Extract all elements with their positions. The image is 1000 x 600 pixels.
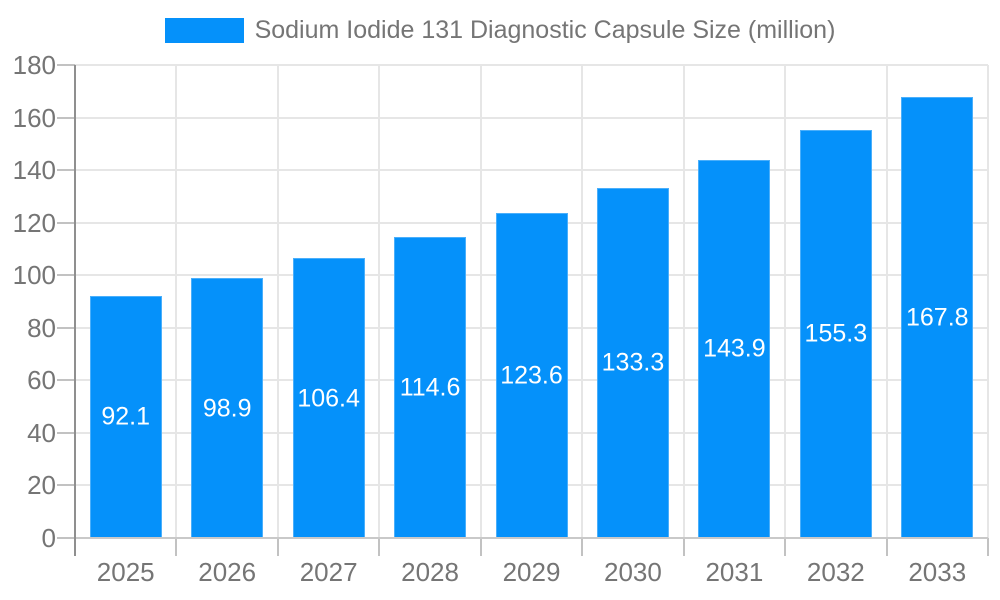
x-tick: [682, 538, 685, 556]
x-tick-label: 2025: [96, 557, 155, 587]
y-gridline: [75, 64, 988, 66]
y-tick-label: 140: [12, 155, 56, 186]
bar: 133.3: [596, 187, 669, 538]
bar-value-label: 133.3: [601, 348, 665, 377]
bar-value-label: 143.9: [703, 334, 766, 363]
x-tick-label: 2030: [604, 557, 662, 587]
y-gridline: [75, 116, 988, 119]
y-tick-label: 0: [41, 523, 56, 553]
bar: 143.9: [698, 159, 771, 538]
y-tick: [57, 221, 75, 224]
x-tick-label: 2026: [198, 557, 257, 587]
y-tick: [57, 431, 75, 434]
y-tick: [57, 274, 75, 277]
x-gridline: [276, 65, 279, 538]
x-tick: [885, 538, 888, 556]
x-gridline: [378, 65, 381, 538]
y-tick-label: 40: [27, 417, 56, 448]
x-tick-label: 2028: [401, 557, 459, 587]
y-tick: [57, 537, 75, 539]
y-tick: [57, 169, 75, 172]
bar-value-label: 167.8: [905, 303, 969, 332]
legend-swatch: [164, 18, 244, 43]
y-axis-line: [74, 65, 76, 556]
bar: 106.4: [292, 258, 365, 538]
y-tick-label: 60: [27, 365, 56, 396]
x-gridline: [175, 65, 178, 538]
y-tick: [57, 64, 75, 66]
x-axis-line: [75, 537, 988, 539]
bar: 123.6: [495, 213, 568, 538]
bar: 92.1: [89, 295, 162, 538]
bar-value-label: 114.6: [399, 373, 461, 402]
bar: 155.3: [799, 129, 872, 538]
bar: 167.8: [901, 97, 974, 538]
x-tick-label: 2031: [705, 557, 764, 587]
bar-value-label: 106.4: [297, 384, 360, 413]
y-gridline: [75, 169, 988, 172]
x-tick: [987, 538, 989, 556]
y-tick: [57, 326, 75, 329]
x-gridline: [784, 65, 787, 538]
y-tick: [57, 379, 75, 382]
x-tick: [581, 538, 584, 556]
y-tick: [57, 116, 75, 119]
x-gridline: [581, 65, 584, 538]
x-tick: [378, 538, 381, 556]
x-tick: [276, 538, 279, 556]
legend-label: Sodium Iodide 131 Diagnostic Capsule Siz…: [254, 16, 836, 44]
y-tick-label: 100: [12, 260, 56, 291]
y-tick: [57, 484, 75, 487]
y-tick-label: 180: [12, 50, 56, 80]
x-tick-label: 2027: [299, 557, 358, 587]
x-gridline: [987, 65, 989, 538]
x-tick: [175, 538, 178, 556]
bar-value-label: 123.6: [500, 361, 563, 390]
bar-value-label: 155.3: [804, 319, 868, 348]
x-tick-label: 2032: [806, 557, 865, 587]
x-gridline: [682, 65, 685, 538]
y-tick-label: 160: [12, 102, 56, 133]
bar-value-label: 92.1: [101, 402, 151, 431]
x-tick-label: 2029: [502, 557, 561, 587]
bar: 98.9: [191, 278, 264, 538]
x-tick-label: 2033: [908, 557, 967, 587]
x-gridline: [479, 65, 482, 538]
bar-value-label: 98.9: [202, 394, 252, 423]
x-tick: [784, 538, 787, 556]
legend: Sodium Iodide 131 Diagnostic Capsule Siz…: [0, 18, 1000, 43]
y-tick-label: 120: [12, 207, 56, 238]
x-tick: [479, 538, 482, 556]
y-tick-label: 80: [27, 312, 56, 343]
bar: 114.6: [394, 236, 467, 538]
x-gridline: [885, 65, 888, 538]
y-tick-label: 20: [27, 470, 56, 501]
